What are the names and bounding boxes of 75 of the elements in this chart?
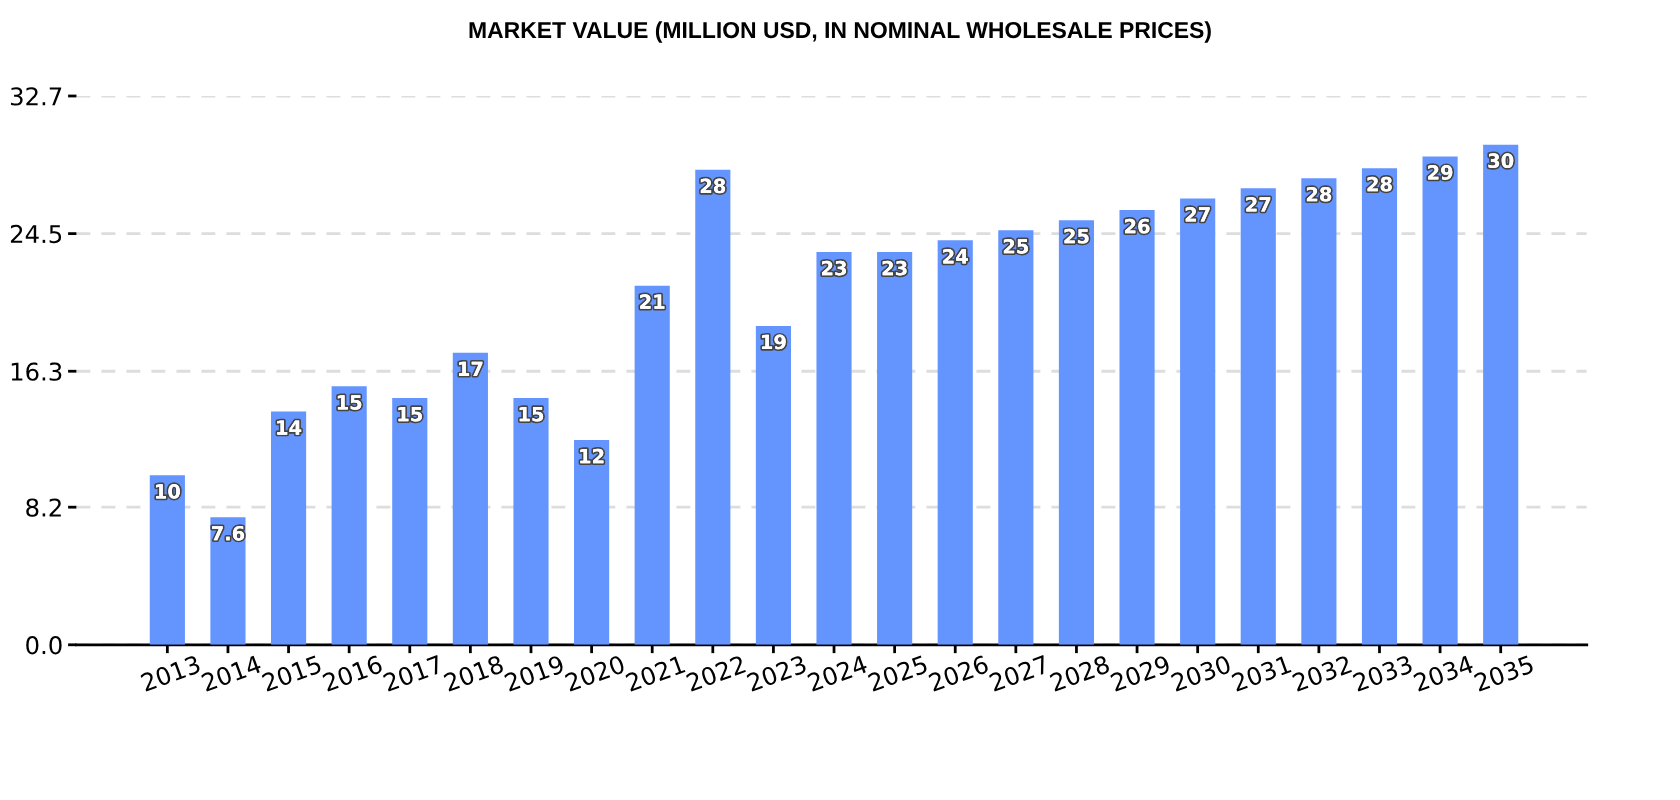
bar <box>392 398 428 645</box>
y-tick-label: 16.3 <box>11 362 62 381</box>
data-label: 29 <box>1428 165 1453 180</box>
y-tick-label: 32.7 <box>10 87 62 106</box>
x-tick-label: 2018 <box>443 654 505 692</box>
bar <box>149 475 185 645</box>
bar <box>1180 198 1216 645</box>
x-tick-label: 2024 <box>806 654 869 692</box>
bar <box>1058 220 1095 645</box>
x-tick-label: 2025 <box>867 654 929 692</box>
data-label: 23 <box>882 260 907 276</box>
data-label: 28 <box>700 178 726 194</box>
data-label: 7.6 <box>212 525 245 541</box>
chart-title: MARKET VALUE (MILLION USD, IN NOMINAL WHOLESALE PRICES) <box>469 21 1211 43</box>
x-tick-label: 2033 <box>1352 654 1414 692</box>
x-tick-label: 2013 <box>140 654 202 692</box>
data-label: 25 <box>1003 238 1029 254</box>
bar <box>877 252 913 645</box>
bar <box>937 240 973 645</box>
bar <box>574 440 610 645</box>
x-tick-label: 2021 <box>624 654 686 692</box>
bar <box>1119 210 1155 645</box>
x-tick-label: 2027 <box>988 654 1050 692</box>
data-label: 15 <box>398 407 422 422</box>
data-label: 28 <box>1306 186 1332 202</box>
data-label: 14 <box>277 420 302 435</box>
data-label: 27 <box>1246 196 1271 212</box>
data-label: 15 <box>337 395 362 410</box>
data-label: 30 <box>1488 153 1514 169</box>
x-tick-label: 2032 <box>1291 654 1353 692</box>
x-tick-label: 2020 <box>564 654 626 692</box>
data-label: 17 <box>459 361 483 376</box>
x-tick-label: 2034 <box>1412 654 1475 692</box>
data-label: 15 <box>519 407 544 422</box>
data-label: 21 <box>640 294 665 309</box>
bar <box>1422 156 1458 645</box>
x-tick-label: 2029 <box>1109 654 1171 692</box>
bar <box>1361 168 1398 645</box>
data-label: 28 <box>1367 176 1392 192</box>
x-tick-label: 2023 <box>746 654 808 692</box>
x-tick-label: 2028 <box>1049 654 1111 692</box>
x-tick-label: 2030 <box>1170 654 1232 692</box>
y-tick-label: 24.5 <box>10 224 62 244</box>
bar <box>1301 178 1337 645</box>
bar <box>1240 188 1276 645</box>
x-tick-label: 2016 <box>321 654 384 692</box>
data-label: 23 <box>822 260 847 276</box>
bar <box>755 325 791 645</box>
data-label: 24 <box>943 249 968 264</box>
x-tick-label: 2014 <box>200 654 263 692</box>
bar <box>816 252 852 645</box>
x-tick-label: 2022 <box>685 654 747 692</box>
data-label: 12 <box>580 448 604 464</box>
bar <box>634 285 670 645</box>
x-tick-label: 2017 <box>382 654 444 692</box>
y-tick-label: 8.2 <box>26 498 61 517</box>
bar <box>452 352 488 645</box>
data-label: 27 <box>1185 207 1210 222</box>
x-tick-label: 2015 <box>261 654 323 692</box>
x-tick-label: 2026 <box>927 654 990 692</box>
x-tick-label: 2031 <box>1231 654 1292 692</box>
bar <box>513 398 549 645</box>
data-label: 25 <box>1064 228 1089 244</box>
bar <box>210 517 246 645</box>
data-label: 10 <box>156 483 180 499</box>
bar <box>270 411 307 645</box>
data-label: 19 <box>762 334 786 350</box>
bar <box>998 230 1034 645</box>
bar <box>331 386 367 645</box>
y-tick-label: 0.0 <box>26 635 62 655</box>
x-tick-label: 2035 <box>1473 654 1535 692</box>
data-label: 26 <box>1125 218 1150 234</box>
bar <box>1483 144 1519 645</box>
x-tick-label: 2019 <box>503 654 565 692</box>
bar <box>695 169 731 645</box>
